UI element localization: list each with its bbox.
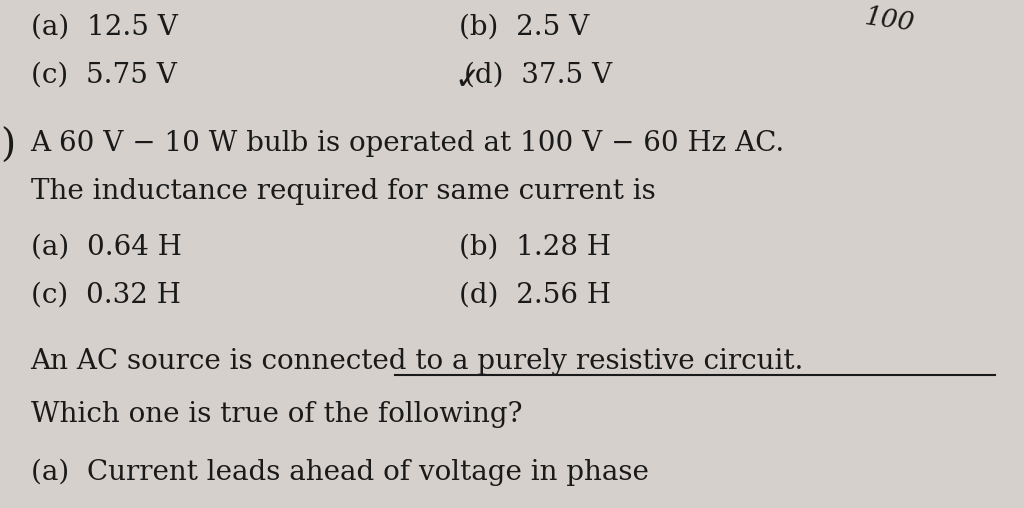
Text: (a)  0.64 H: (a) 0.64 H: [31, 234, 181, 261]
Text: (b)  2.5 V: (b) 2.5 V: [459, 14, 590, 41]
Text: An AC source is connected to a purely resistive circuit.: An AC source is connected to a purely re…: [31, 348, 804, 375]
Text: The inductance required for same current is: The inductance required for same current…: [31, 178, 655, 205]
Text: ): ): [0, 128, 15, 165]
Text: A 60 V − 10 W bulb is operated at 100 V − 60 Hz AC.: A 60 V − 10 W bulb is operated at 100 V …: [31, 131, 784, 157]
Text: (c)  5.75 V: (c) 5.75 V: [31, 62, 176, 89]
Text: (c)  0.32 H: (c) 0.32 H: [31, 282, 180, 309]
Text: Which one is true of the following?: Which one is true of the following?: [31, 401, 522, 428]
Text: ✓: ✓: [454, 66, 479, 95]
Text: (a)  12.5 V: (a) 12.5 V: [31, 14, 177, 41]
Text: (b)  1.28 H: (b) 1.28 H: [459, 234, 611, 261]
Text: (d)  37.5 V: (d) 37.5 V: [464, 62, 612, 89]
Text: (d)  2.56 H: (d) 2.56 H: [459, 282, 611, 309]
Text: 100: 100: [862, 4, 915, 36]
Text: (a)  Current leads ahead of voltage in phase: (a) Current leads ahead of voltage in ph…: [31, 459, 648, 486]
